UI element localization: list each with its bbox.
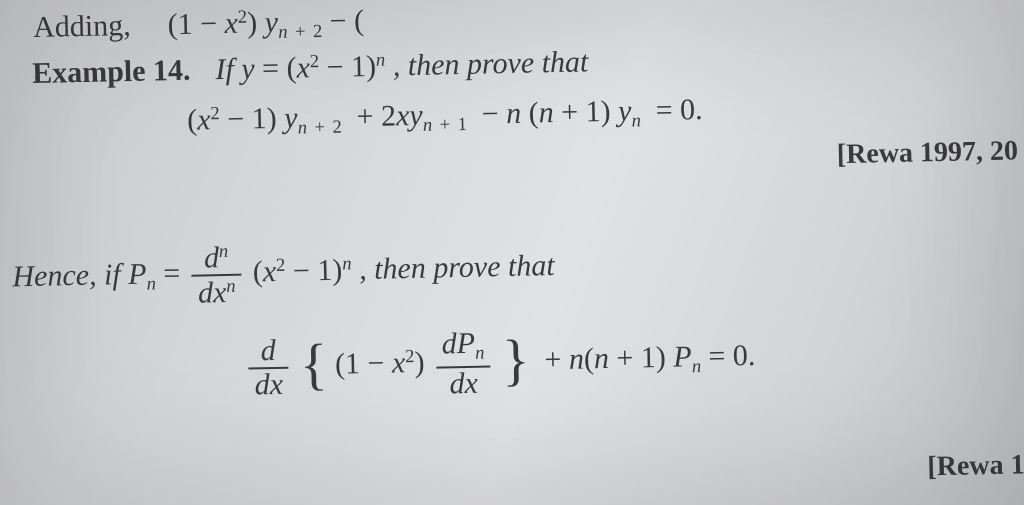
citation-rewa-1997: [Rewa 1997, 20: [837, 137, 1019, 169]
brace-close: }: [502, 360, 529, 361]
math-frag-1: (1 − x2) yn + 2 − (: [167, 4, 364, 41]
after-brace: + n(n + 1) Pn = 0.: [537, 339, 756, 377]
line-example-14: Example 14. If y = (x2 − 1)n , then prov…: [32, 46, 589, 89]
frac-d-dx: d dx: [248, 336, 290, 401]
pn-lhs: Pn =: [128, 257, 181, 291]
line-adding: Adding, (1 − x2) yn + 2 − (: [33, 5, 365, 49]
frac-dn-dxn: dn dxn: [191, 242, 242, 309]
if-word: If: [215, 53, 242, 87]
eq-y: y = (x2 − 1)n: [241, 49, 393, 85]
lead-word: Adding,: [33, 9, 131, 44]
hence-if: Hence, if: [12, 258, 128, 293]
brace-open: {: [300, 365, 327, 366]
frac-dpn-dx: dPn dx: [435, 328, 491, 399]
page-scan: Adding, (1 − x2) yn + 2 − ( Example 14. …: [0, 0, 1024, 505]
line-legendre-ode: d dx { (1 − x2) dPn dx } + n(n + 1) Pn =…: [244, 323, 756, 403]
citation-rewa-2: [Rewa 1: [927, 451, 1024, 481]
after-frac: (x2 − 1)n: [252, 253, 352, 288]
then-prove-1: , then prove that: [392, 45, 588, 82]
example-label: Example 14.: [32, 54, 191, 90]
inside-1: (1 − x2): [335, 346, 425, 381]
then-prove-2: , then prove that: [359, 249, 555, 286]
line-hence: Hence, if Pn = dn dxn (x2 − 1)n , then p…: [12, 235, 556, 312]
line-recurrence: (x2 − 1) yn + 2 + 2xyn + 1 − n (n + 1) y…: [187, 94, 703, 141]
